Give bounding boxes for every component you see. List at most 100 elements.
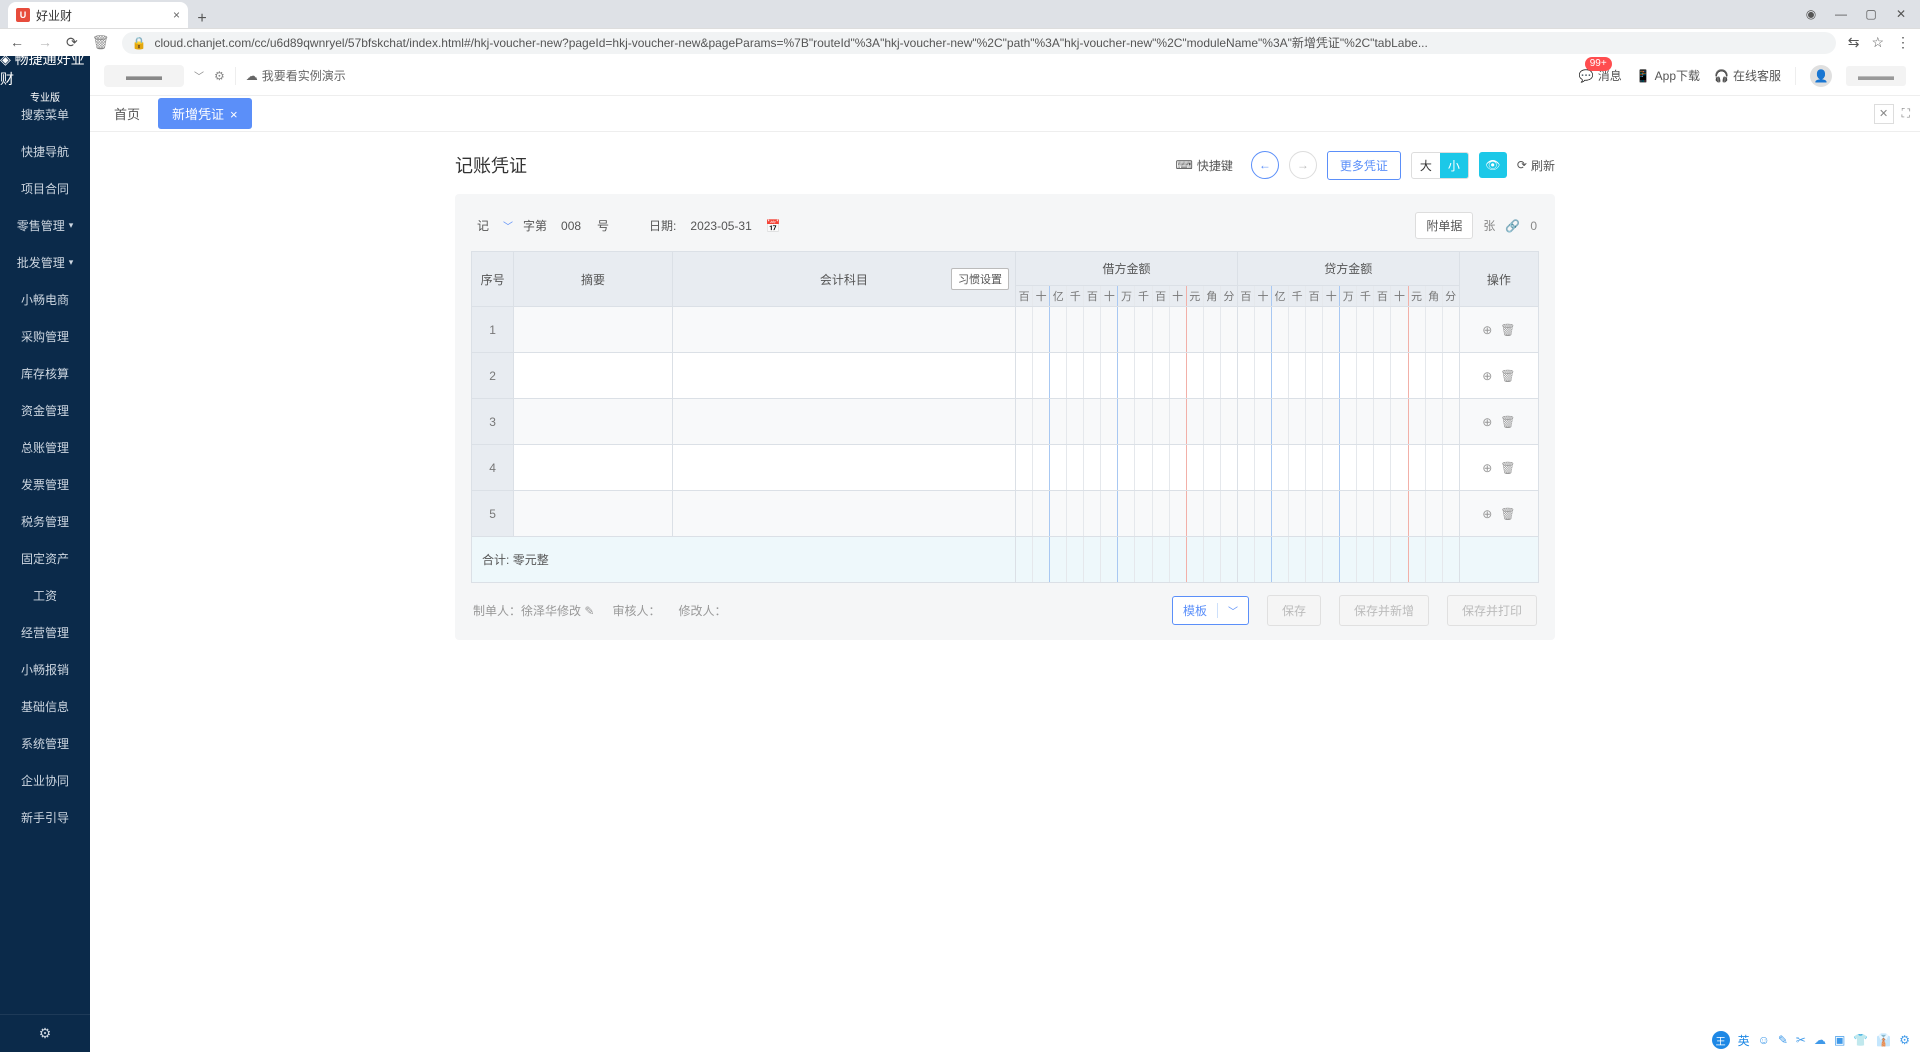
org-chevron-icon[interactable]: ﹀ xyxy=(194,68,204,83)
menu-icon[interactable]: ⋮ xyxy=(1896,34,1910,51)
sidebar-item-5[interactable]: 小畅电商 xyxy=(0,281,90,318)
sidebar-item-1[interactable]: 快捷导航 xyxy=(0,133,90,170)
add-row-icon[interactable]: ⊕ xyxy=(1482,507,1492,521)
delete-row-icon[interactable]: 🗑 xyxy=(1500,415,1515,429)
minimize-icon[interactable]: — xyxy=(1834,7,1848,21)
save-and-print-button[interactable]: 保存并打印 xyxy=(1447,595,1537,626)
save-and-new-button[interactable]: 保存并新增 xyxy=(1339,595,1429,626)
url-box[interactable]: 🔒 cloud.chanjet.com/cc/u6d89qwnryel/57bf… xyxy=(122,32,1836,54)
size-small[interactable]: 小 xyxy=(1440,153,1468,178)
user-avatar[interactable]: 👤 xyxy=(1810,65,1832,87)
favicon: U xyxy=(16,8,30,22)
account-icon[interactable]: ◉ xyxy=(1804,7,1818,21)
tb-photo-icon[interactable]: ▣ xyxy=(1834,1033,1845,1047)
sidebar-item-10[interactable]: 发票管理 xyxy=(0,466,90,503)
sidebar-item-19[interactable]: 新手引导 xyxy=(0,799,90,836)
sidebar-item-2[interactable]: 项目合同 xyxy=(0,170,90,207)
summary-cell[interactable] xyxy=(514,491,672,537)
next-voucher-button[interactable]: → xyxy=(1289,151,1317,179)
sidebar-item-0[interactable]: 搜索菜单 xyxy=(0,96,90,133)
tb-gear-icon[interactable]: ⚙ xyxy=(1899,1033,1910,1047)
add-row-icon[interactable]: ⊕ xyxy=(1482,415,1492,429)
summary-cell[interactable] xyxy=(514,445,672,491)
online-service-button[interactable]: 🎧 在线客服 xyxy=(1714,67,1781,84)
refresh-button[interactable]: ⟳ 刷新 xyxy=(1517,157,1555,174)
close-window-icon[interactable]: ✕ xyxy=(1894,7,1908,21)
fullscreen-icon[interactable]: ⛶ xyxy=(1902,106,1910,121)
size-large[interactable]: 大 xyxy=(1412,153,1440,178)
ime-lang[interactable]: 英 xyxy=(1738,1032,1750,1049)
close-all-tabs-icon[interactable]: ✕ xyxy=(1874,104,1894,124)
delete-row-icon[interactable]: 🗑 xyxy=(1500,323,1515,337)
sidebar-item-6[interactable]: 采购管理 xyxy=(0,318,90,355)
save-button[interactable]: 保存 xyxy=(1267,595,1321,626)
sidebar-item-15[interactable]: 小畅报销 xyxy=(0,651,90,688)
app-download-button[interactable]: 📱 App下载 xyxy=(1636,67,1700,84)
add-row-icon[interactable]: ⊕ xyxy=(1482,461,1492,475)
tab-close-icon[interactable]: × xyxy=(230,107,238,122)
add-row-icon[interactable]: ⊕ xyxy=(1482,369,1492,383)
more-voucher-button[interactable]: 更多凭证 xyxy=(1327,151,1401,180)
message-button[interactable]: 99+ 💬 消息 xyxy=(1579,67,1622,84)
subject-cell[interactable] xyxy=(672,491,1015,537)
edit-maker-icon[interactable]: ✎ xyxy=(584,604,594,618)
summary-cell[interactable] xyxy=(514,353,672,399)
tb-scissors-icon[interactable]: ✂ xyxy=(1796,1033,1806,1047)
sidebar-item-12[interactable]: 固定资产 xyxy=(0,540,90,577)
sidebar-item-8[interactable]: 资金管理 xyxy=(0,392,90,429)
sidebar-item-7[interactable]: 库存核算 xyxy=(0,355,90,392)
sidebar-item-17[interactable]: 系统管理 xyxy=(0,725,90,762)
tb-person-icon[interactable]: 👕 xyxy=(1853,1033,1868,1047)
sidebar-item-11[interactable]: 税务管理 xyxy=(0,503,90,540)
tab-close-icon[interactable]: × xyxy=(173,8,180,22)
voucher-type[interactable]: 记 xyxy=(473,215,493,236)
sidebar-item-16[interactable]: 基础信息 xyxy=(0,688,90,725)
voucher-date[interactable]: 2023-05-31 xyxy=(686,217,755,235)
sidebar-item-18[interactable]: 企业协同 xyxy=(0,762,90,799)
prev-voucher-button[interactable]: ← xyxy=(1251,151,1279,179)
sidebar-item-14[interactable]: 经营管理 xyxy=(0,614,90,651)
org-selector[interactable]: ▬▬▬ xyxy=(104,65,184,87)
subject-cell[interactable] xyxy=(672,399,1015,445)
delete-row-icon[interactable]: 🗑 xyxy=(1500,369,1515,383)
tb-smile-icon[interactable]: ☺ xyxy=(1758,1033,1770,1047)
new-tab-button[interactable]: + xyxy=(188,10,216,28)
demo-link[interactable]: ☁ 我要看实例演示 xyxy=(246,67,346,84)
browser-tab[interactable]: U 好业财 × xyxy=(8,2,188,28)
preview-button[interactable]: 👁 xyxy=(1479,152,1507,178)
attach-bill-button[interactable]: 附单据 xyxy=(1415,212,1473,239)
delete-row-icon[interactable]: 🗑 xyxy=(1500,461,1515,475)
tb-cloud-icon[interactable]: ☁ xyxy=(1814,1033,1826,1047)
user-name[interactable]: ▬▬▬ xyxy=(1846,66,1906,86)
summary-cell[interactable] xyxy=(514,307,672,353)
tab-new-voucher[interactable]: 新增凭证× xyxy=(158,98,252,129)
voucher-number[interactable]: 008 xyxy=(557,217,587,235)
sidebar-item-13[interactable]: 工资 xyxy=(0,577,90,614)
maximize-icon[interactable]: ▢ xyxy=(1864,7,1878,21)
add-row-icon[interactable]: ⊕ xyxy=(1482,323,1492,337)
delete-row-icon[interactable]: 🗑 xyxy=(1500,507,1515,521)
translate-icon[interactable]: ⇆ xyxy=(1848,34,1860,51)
forward-icon[interactable]: → xyxy=(38,34,52,51)
shortcut-button[interactable]: ⌨ 快捷键 xyxy=(1168,152,1241,179)
sidebar-item-4[interactable]: 批发管理▾ xyxy=(0,244,90,281)
template-button[interactable]: 模板 ﹀ xyxy=(1172,596,1249,625)
chevron-down-icon[interactable]: ﹀ xyxy=(503,218,513,233)
trash-icon[interactable]: 🗑 xyxy=(92,34,110,51)
subject-cell[interactable] xyxy=(672,307,1015,353)
star-icon[interactable]: ☆ xyxy=(1871,34,1884,51)
chevron-down-icon[interactable]: ﹀ xyxy=(1217,603,1238,618)
tb-edit-icon[interactable]: ✎ xyxy=(1778,1033,1788,1047)
subject-cell[interactable] xyxy=(672,353,1015,399)
tb-shirt-icon[interactable]: 👔 xyxy=(1876,1033,1891,1047)
calendar-icon[interactable]: 📅 xyxy=(766,219,781,233)
sidebar-item-3[interactable]: 零售管理▾ xyxy=(0,207,90,244)
tab-home[interactable]: 首页 xyxy=(100,98,154,129)
ime-icon[interactable]: 王 xyxy=(1712,1031,1730,1049)
habit-settings-button[interactable]: 习惯设置 xyxy=(951,268,1009,290)
sidebar-item-9[interactable]: 总账管理 xyxy=(0,429,90,466)
org-gear-icon[interactable]: ⚙ xyxy=(214,69,225,83)
summary-cell[interactable] xyxy=(514,399,672,445)
attachment-icon[interactable]: 🔗 xyxy=(1505,219,1520,233)
subject-cell[interactable] xyxy=(672,445,1015,491)
